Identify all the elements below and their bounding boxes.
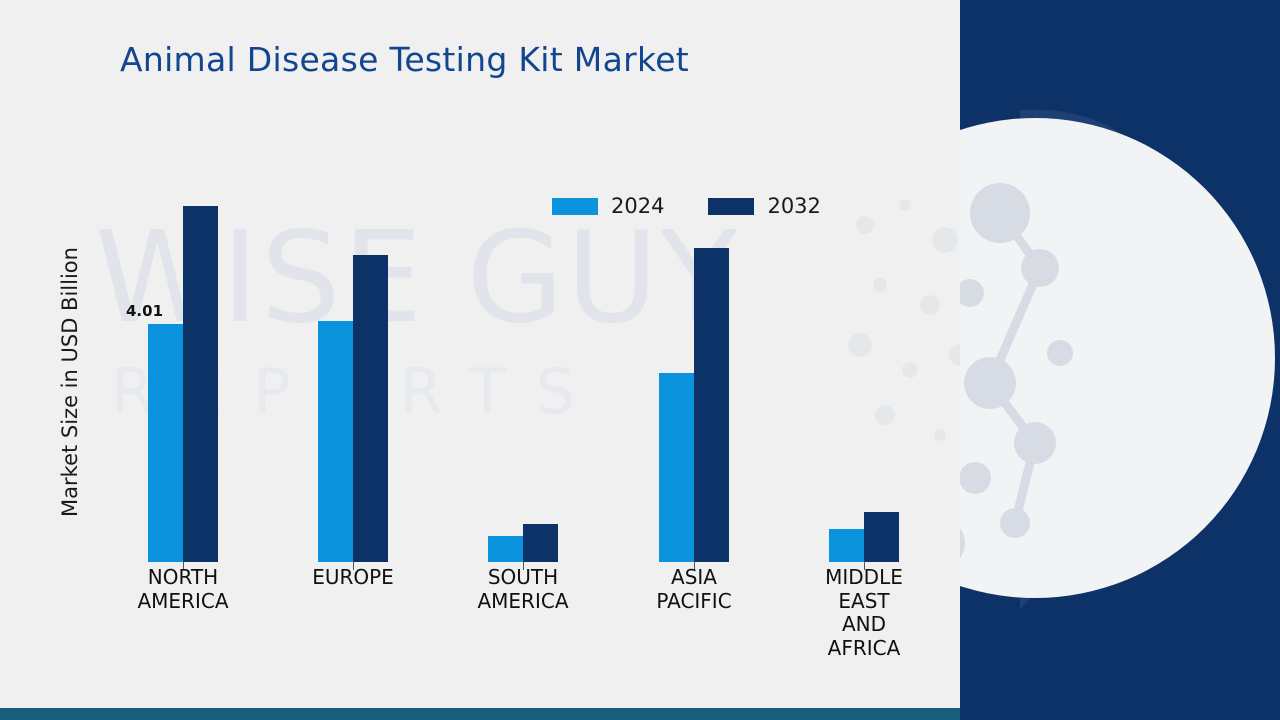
x-axis-tick-2: [353, 561, 354, 570]
category-label-4: ASIA PACIFIC: [656, 565, 732, 613]
bottom-accent-strip: [0, 708, 960, 720]
bar-pair: [488, 170, 558, 562]
bar-2032-2[interactable]: [353, 254, 388, 562]
x-axis-tick-4: [694, 561, 695, 570]
bar-pair: [318, 170, 388, 562]
legend-label-2032: 2032: [767, 194, 821, 218]
bar-group: [488, 170, 558, 562]
bar-2024-2[interactable]: [318, 321, 353, 562]
x-axis-line: [100, 561, 940, 562]
bar-group: [148, 170, 218, 562]
bar-pair: [829, 170, 899, 562]
x-axis-tick-1: [183, 561, 184, 570]
brand-panel: WISE GUY REPORTS: [960, 0, 1280, 720]
bar-pair: [659, 170, 729, 562]
chart-legend: 2024 2032: [552, 194, 821, 218]
page-title: Animal Disease Testing Kit Market: [120, 40, 690, 79]
bar-chart-plot: 4.01: [100, 170, 940, 562]
bar-2024-1[interactable]: [148, 323, 183, 562]
legend-item-2024[interactable]: 2024: [552, 194, 664, 218]
category-label-3: SOUTH AMERICA: [477, 565, 569, 613]
legend-swatch-2032: [708, 197, 755, 215]
bar-pair: [148, 170, 218, 562]
legend-item-2032[interactable]: 2032: [708, 194, 821, 218]
x-axis-tick-5: [864, 561, 865, 570]
legend-swatch-2024: [552, 197, 598, 215]
bar-group: [659, 170, 729, 562]
legend-label-2024: 2024: [611, 194, 665, 218]
category-label-2: EUROPE: [312, 565, 394, 589]
bar-2032-3[interactable]: [523, 524, 558, 562]
chart-panel: WISE GUY REPORTS Animal Disease Testing …: [58, 40, 1059, 660]
x-axis-tick-3: [523, 561, 524, 570]
category-label-5: MIDDLE EAST AND AFRICA: [825, 565, 903, 660]
bar-data-label: 4.01: [126, 301, 164, 320]
bar-2024-5[interactable]: [829, 528, 864, 562]
bar-2032-4[interactable]: [694, 248, 729, 562]
bar-2032-5[interactable]: [864, 511, 899, 562]
bar-2024-4[interactable]: [659, 373, 694, 562]
bar-group: [829, 170, 899, 562]
bar-2032-1[interactable]: [183, 205, 218, 562]
category-label-1: NORTH AMERICA: [137, 565, 229, 613]
bar-2024-3[interactable]: [488, 535, 523, 562]
bar-group: [318, 170, 388, 562]
y-axis-label: Market Size in USD Billion: [58, 247, 82, 517]
molecule-pattern-icon: [960, 183, 1073, 558]
